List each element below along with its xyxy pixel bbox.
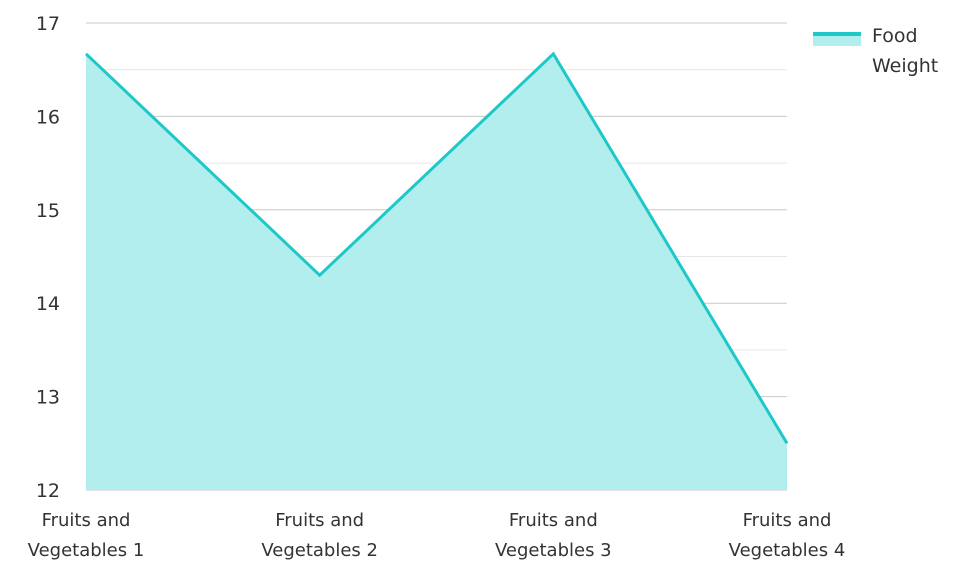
legend-label-line: Food [872,25,918,47]
y-tick-label: 15 [36,200,60,222]
x-category-label-line: Vegetables 4 [729,540,846,561]
y-tick-label: 16 [36,106,60,128]
x-category-label-line: Vegetables 1 [28,540,145,561]
y-tick-label: 13 [36,387,60,409]
y-axis-tick-labels: 12 13 14 15 16 17 [36,13,60,502]
legend: Food Weight [813,25,938,77]
legend-label-line: Weight [872,55,938,77]
legend-label: Food Weight [872,25,938,77]
x-category-label: Fruits and Vegetables 3 [495,510,612,561]
x-category-label-line: Fruits and [42,510,131,531]
x-category-label: Fruits and Vegetables 2 [261,510,378,561]
x-category-label-line: Vegetables 2 [261,540,378,561]
x-category-label-line: Fruits and [275,510,364,531]
x-category-label-line: Fruits and [509,510,598,531]
series-area-fill [86,53,787,491]
x-axis-category-labels: Fruits and Vegetables 1 Fruits and Vegetabl… [28,510,846,561]
y-tick-label: 12 [36,480,60,502]
x-category-label-line: Fruits and [743,510,832,531]
x-category-label: Fruits and Vegetables 4 [729,510,846,561]
x-category-label: Fruits and Vegetables 1 [28,510,145,561]
y-tick-label: 14 [36,293,60,315]
x-category-label-line: Vegetables 3 [495,540,612,561]
y-tick-label: 17 [36,13,60,35]
series-area-layer [84,51,789,491]
series-line [84,51,789,445]
